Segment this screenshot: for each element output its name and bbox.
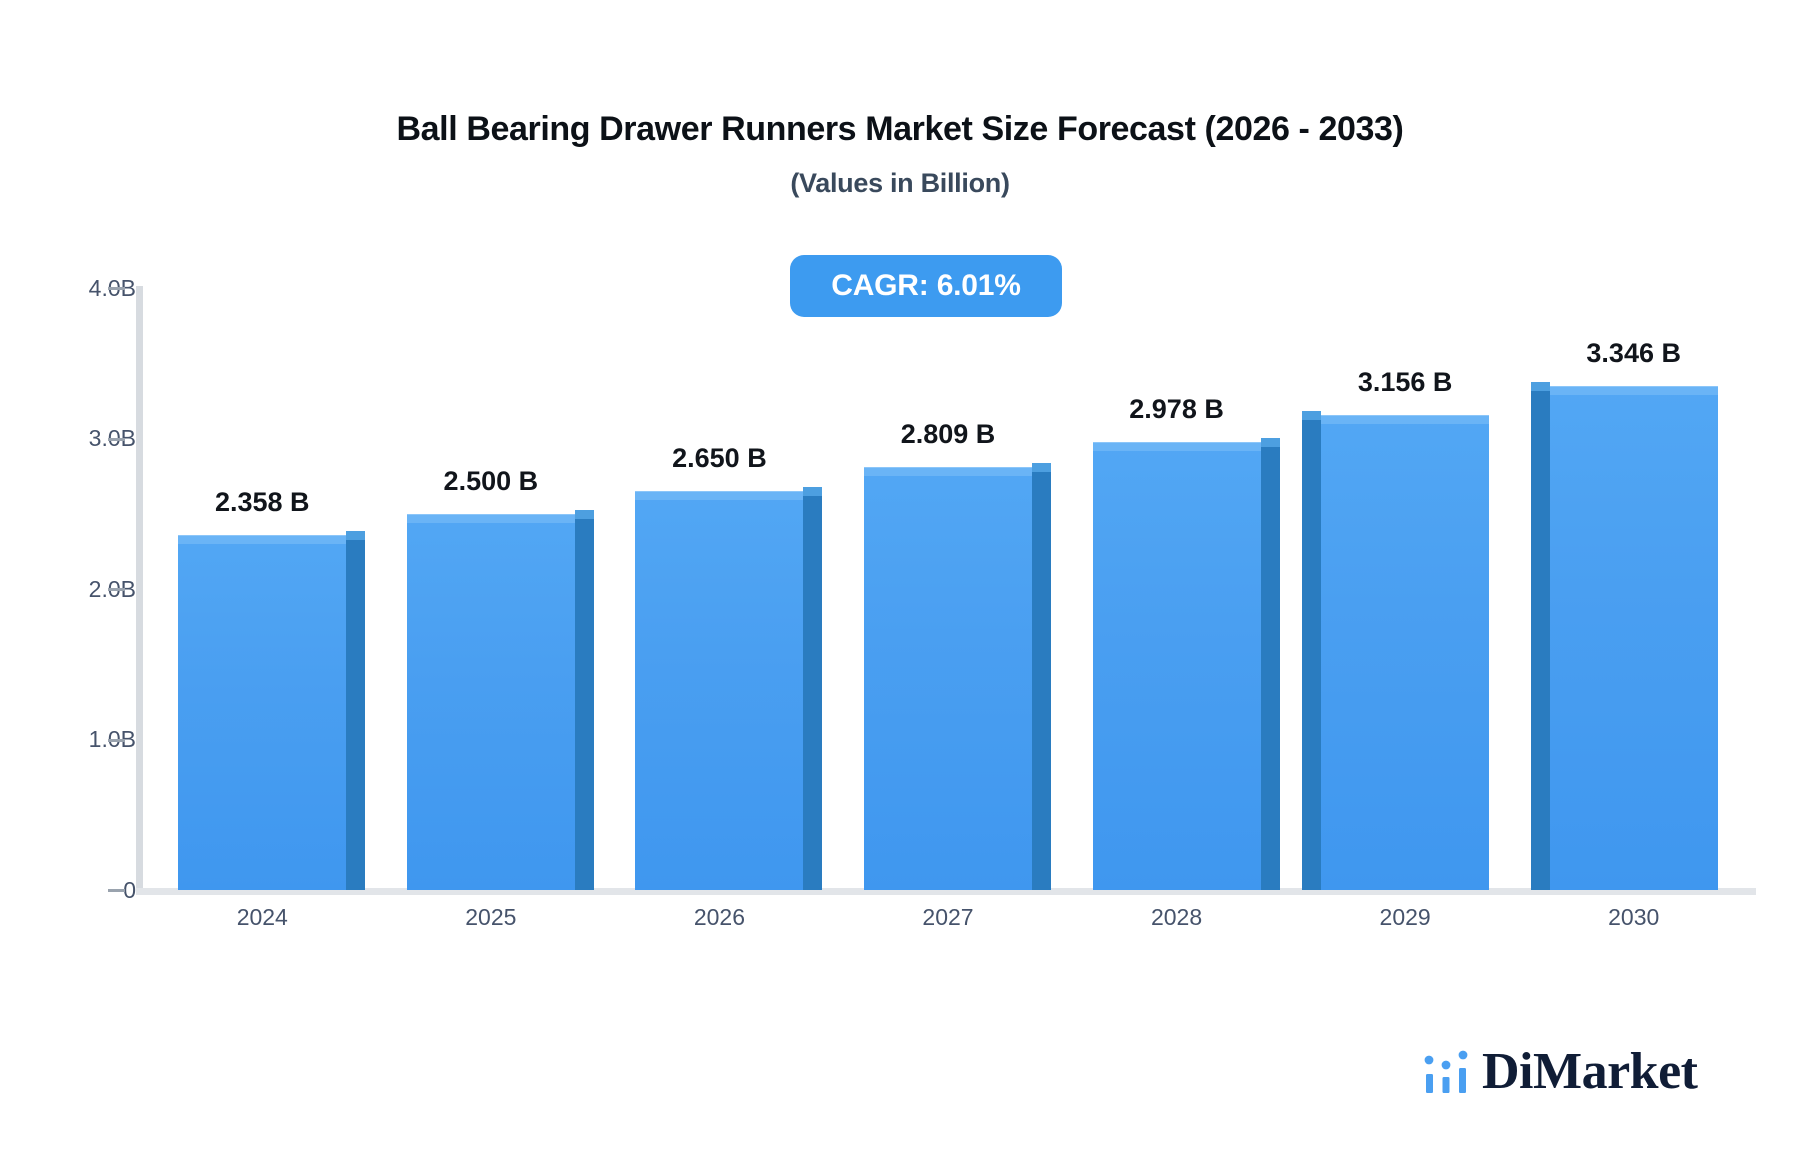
bar-top-face — [635, 491, 804, 501]
y-axis-tick-mark — [108, 889, 125, 892]
bar-top-bevel — [1530, 382, 1550, 392]
plot-area — [148, 288, 1748, 890]
bar-side-face — [1530, 391, 1550, 890]
y-axis-tick-label: 0 — [0, 876, 136, 904]
y-axis-tick-mark — [108, 588, 125, 591]
bar-top-bevel — [803, 487, 823, 497]
bar-2024[interactable] — [178, 531, 366, 890]
bar-front-face — [635, 491, 804, 890]
y-axis-spine — [136, 286, 143, 890]
y-tick-text: 0 — [123, 876, 136, 903]
x-axis-tick-label-2024: 2024 — [236, 904, 288, 930]
dimarket-logo: DiMarket — [1424, 1043, 1698, 1100]
y-axis-tick-mark — [108, 437, 125, 441]
bar-value-label-2028: 2.978 B — [1129, 393, 1224, 424]
bar-2026[interactable] — [635, 487, 823, 890]
bar-value-label-2027: 2.809 B — [900, 419, 996, 450]
bar-top-bevel — [346, 531, 366, 541]
x-axis-tick-label-2030: 2030 — [1608, 904, 1660, 930]
bar-top-bevel — [1032, 463, 1051, 473]
bar-front-face — [864, 467, 1032, 890]
y-axis-tick-mark — [108, 287, 125, 290]
bar-side-face — [1302, 420, 1322, 890]
bar-2030[interactable] — [1530, 382, 1718, 890]
bar-front-face — [406, 513, 575, 890]
bar-chart-logo-icon — [1424, 1050, 1468, 1093]
bar-value-label-2030: 3.346 B — [1586, 338, 1681, 369]
bar-side-face — [574, 518, 594, 890]
bar-top-face — [864, 467, 1032, 477]
bar-front-face — [178, 535, 347, 890]
bar-2028[interactable] — [1092, 437, 1280, 890]
bar-top-bevel — [574, 509, 594, 519]
bar-value-label-2026: 2.650 B — [672, 443, 767, 474]
y-axis-tick-mark — [108, 738, 125, 742]
chart-subtitle: (Values in Billion) — [790, 168, 1010, 198]
x-axis-tick-label-2025: 2025 — [465, 904, 517, 930]
chart-title: Ball Bearing Drawer Runners Market Size … — [396, 110, 1404, 148]
bar-2027[interactable] — [864, 463, 1051, 890]
bar-top-bevel — [1302, 411, 1322, 421]
bar-side-face — [1032, 472, 1051, 890]
bar-top-bevel — [1260, 437, 1280, 447]
x-axis-tick-label-2026: 2026 — [693, 904, 745, 930]
bar-side-face — [346, 540, 366, 890]
x-axis-baseline — [136, 888, 1756, 895]
bar-side-face — [803, 496, 823, 890]
x-axis-tick-label-2027: 2027 — [922, 904, 974, 930]
bar-front-face — [1321, 415, 1490, 890]
bar-top-face — [406, 513, 575, 523]
bar-top-face — [1092, 441, 1261, 451]
bar-side-face — [1260, 446, 1280, 890]
bar-top-face — [178, 535, 347, 545]
bar-front-face — [1549, 386, 1718, 890]
bar-value-label-2025: 2.500 B — [443, 465, 539, 496]
bar-2029[interactable] — [1302, 411, 1490, 890]
bar-value-label-2029: 3.156 B — [1357, 367, 1453, 398]
cagr-badge: CAGR: 6.01% — [790, 255, 1062, 317]
bar-top-face — [1321, 415, 1490, 425]
bar-top-face — [1549, 386, 1718, 396]
x-axis-tick-label-2028: 2028 — [1150, 904, 1203, 930]
bar-value-label-2024: 2.358 B — [214, 487, 310, 518]
logo-wordmark: DiMarket — [1482, 1043, 1698, 1100]
bar-front-face — [1092, 441, 1261, 890]
x-axis-tick-label-2029: 2029 — [1379, 904, 1431, 930]
bar-2025[interactable] — [406, 509, 594, 890]
